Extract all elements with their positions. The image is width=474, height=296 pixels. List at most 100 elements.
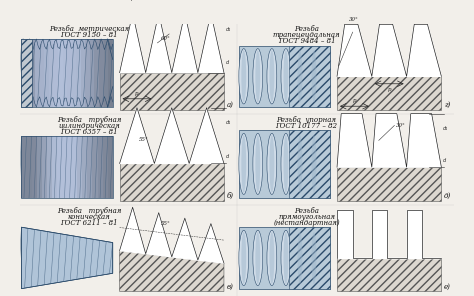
Bar: [108, 39, 113, 107]
Text: Резьба  метрическая: Резьба метрическая: [49, 25, 129, 33]
Bar: [98, 136, 103, 198]
Text: 60°: 60°: [161, 36, 171, 41]
Polygon shape: [119, 207, 224, 263]
Bar: [76, 39, 81, 107]
Ellipse shape: [269, 50, 274, 102]
Text: ГОСТ 10177 – 82: ГОСТ 10177 – 82: [275, 122, 337, 130]
Text: д): д): [444, 192, 451, 200]
Bar: [81, 39, 86, 107]
Ellipse shape: [239, 230, 249, 286]
Text: цилиндрическая: цилиндрическая: [58, 122, 120, 130]
Ellipse shape: [295, 230, 305, 286]
Ellipse shape: [269, 232, 274, 284]
Bar: [52, 136, 57, 198]
Polygon shape: [337, 24, 441, 76]
Ellipse shape: [255, 135, 260, 193]
Bar: [42, 136, 47, 198]
Text: d₁: d₁: [443, 126, 448, 131]
Ellipse shape: [241, 50, 246, 102]
Bar: [337, 258, 441, 292]
Bar: [102, 136, 108, 198]
Text: Резьба: Резьба: [294, 25, 319, 33]
Bar: [90, 39, 95, 107]
Ellipse shape: [298, 50, 302, 102]
Ellipse shape: [241, 135, 246, 193]
Text: трапецеидальная: трапецеидальная: [273, 31, 340, 39]
Ellipse shape: [298, 232, 302, 284]
Bar: [32, 136, 37, 198]
Polygon shape: [21, 227, 113, 289]
Text: d: d: [226, 60, 229, 65]
Ellipse shape: [309, 230, 319, 286]
Text: прямоугольная: прямоугольная: [278, 213, 335, 221]
Ellipse shape: [253, 230, 263, 286]
Text: Резьба: Резьба: [294, 207, 319, 215]
Bar: [62, 136, 67, 198]
Bar: [26, 39, 31, 107]
Text: d: d: [443, 158, 447, 163]
Bar: [30, 39, 36, 107]
Text: (нестандартная): (нестандартная): [273, 219, 340, 227]
Polygon shape: [337, 114, 441, 167]
Ellipse shape: [255, 50, 260, 102]
Ellipse shape: [309, 133, 319, 194]
Ellipse shape: [283, 135, 288, 193]
Text: Резьба   трубная: Резьба трубная: [57, 116, 121, 124]
Text: ГОСТ 9150 – 81: ГОСТ 9150 – 81: [60, 31, 118, 39]
Polygon shape: [119, 250, 224, 292]
Text: 55°: 55°: [139, 137, 148, 142]
Bar: [35, 39, 40, 107]
Text: p: p: [131, 0, 135, 1]
Ellipse shape: [267, 133, 277, 194]
Text: 55°: 55°: [161, 221, 171, 226]
Bar: [72, 136, 78, 198]
Bar: [40, 39, 45, 107]
Text: p: p: [353, 98, 356, 103]
Bar: [63, 39, 67, 107]
Text: Резьба  упорная: Резьба упорная: [276, 116, 337, 124]
Ellipse shape: [253, 49, 263, 104]
Bar: [87, 136, 93, 198]
Text: ГОСТ 9484 – 81: ГОСТ 9484 – 81: [278, 37, 336, 45]
Polygon shape: [337, 210, 441, 258]
Ellipse shape: [311, 50, 317, 102]
Bar: [21, 136, 113, 198]
Bar: [21, 39, 27, 107]
Ellipse shape: [253, 133, 263, 194]
Text: г): г): [445, 101, 451, 109]
Ellipse shape: [295, 133, 305, 194]
Text: е): е): [444, 282, 451, 290]
Text: 30°: 30°: [349, 17, 358, 22]
Bar: [27, 136, 32, 198]
Bar: [239, 46, 330, 107]
Ellipse shape: [311, 232, 317, 284]
Text: d: d: [226, 154, 229, 159]
Text: d₁: d₁: [226, 120, 231, 126]
Bar: [289, 46, 330, 107]
Ellipse shape: [295, 49, 305, 104]
Bar: [108, 136, 113, 198]
Bar: [54, 39, 58, 107]
Ellipse shape: [267, 230, 277, 286]
Text: а): а): [227, 101, 233, 109]
Ellipse shape: [281, 230, 291, 286]
Bar: [82, 136, 88, 198]
Bar: [289, 130, 330, 198]
Bar: [239, 130, 330, 198]
Bar: [77, 136, 83, 198]
Ellipse shape: [239, 49, 249, 104]
Ellipse shape: [241, 232, 246, 284]
Text: d₁: d₁: [226, 27, 231, 32]
Ellipse shape: [311, 135, 317, 193]
Bar: [36, 136, 42, 198]
Ellipse shape: [283, 50, 288, 102]
Bar: [44, 39, 49, 107]
Text: ГОСТ 6357 – 81: ГОСТ 6357 – 81: [60, 128, 118, 136]
Bar: [21, 39, 113, 107]
Text: ГОСТ 6211 – 81: ГОСТ 6211 – 81: [60, 219, 118, 227]
Ellipse shape: [269, 135, 274, 193]
Polygon shape: [119, 13, 224, 73]
Ellipse shape: [283, 232, 288, 284]
Ellipse shape: [267, 49, 277, 104]
Bar: [49, 39, 54, 107]
